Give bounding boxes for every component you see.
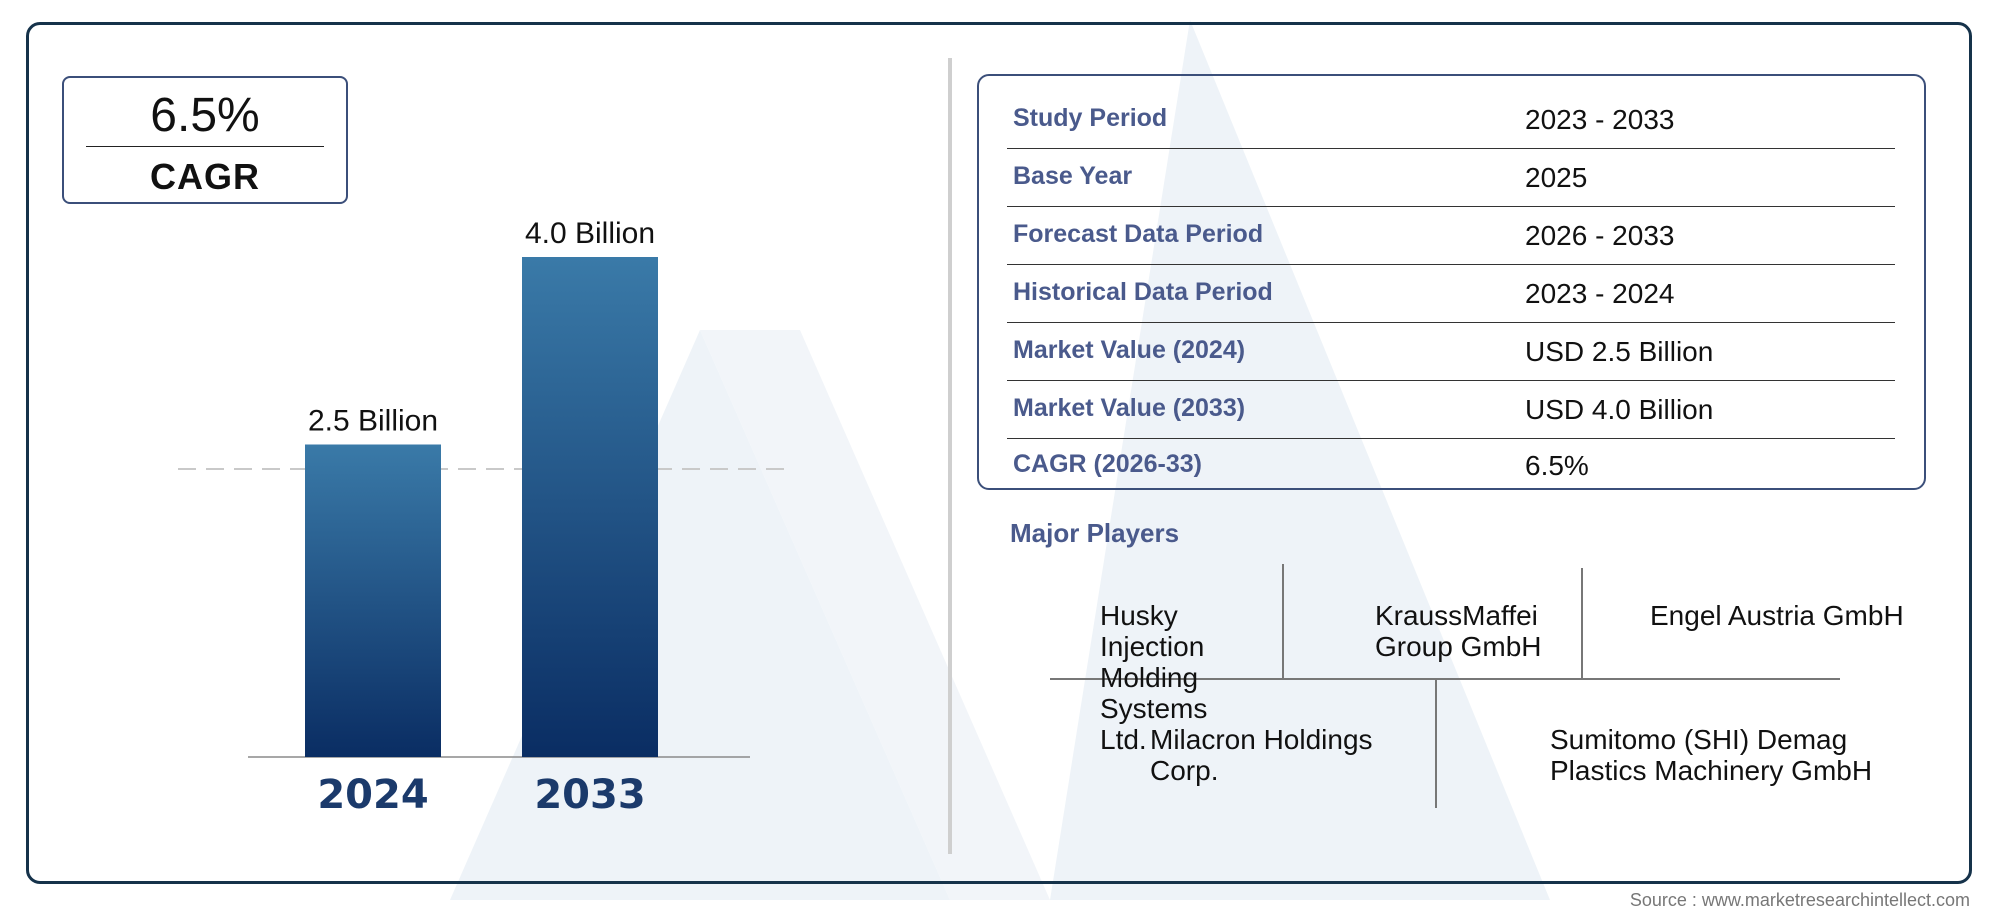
- bar-value-label: 4.0 Billion: [525, 217, 655, 250]
- info-row-base-year: Base Year 2025: [1007, 148, 1895, 207]
- bar-2024: [305, 444, 441, 757]
- info-row-historical-period: Historical Data Period 2023 - 2024: [1007, 264, 1895, 323]
- info-value: 6.5%: [1525, 450, 1589, 481]
- cagr-label: CAGR: [150, 156, 260, 197]
- info-value: 2023 - 2024: [1525, 278, 1675, 309]
- info-key: Historical Data Period: [1013, 278, 1273, 306]
- info-row-market-value-2033: Market Value (2033) USD 4.0 Billion: [1007, 380, 1895, 439]
- info-key: CAGR (2026-33): [1013, 450, 1202, 478]
- bar-value-label: 2.5 Billion: [308, 405, 438, 438]
- info-key: Base Year: [1013, 162, 1133, 190]
- player-name: Husky Injection Molding Systems Ltd.: [1100, 600, 1208, 755]
- info-value: USD 2.5 Billion: [1525, 336, 1714, 367]
- info-row-market-value-2024: Market Value (2024) USD 2.5 Billion: [1007, 322, 1895, 381]
- info-row-cagr: CAGR (2026-33) 6.5%: [1007, 436, 1895, 494]
- info-key: Forecast Data Period: [1013, 220, 1264, 248]
- players-divider: [1581, 568, 1583, 678]
- player-name: Sumitomo (SHI) Demag Plastics Machinery …: [1550, 724, 1873, 786]
- source-credit: Source : www.marketresearchintellect.com: [1629, 890, 1970, 910]
- cagr-value: 6.5%: [150, 89, 260, 142]
- x-tick-label: 2024: [317, 772, 428, 818]
- players-divider: [1050, 678, 1840, 680]
- info-value: USD 4.0 Billion: [1525, 394, 1714, 425]
- info-value: 2023 - 2033: [1525, 104, 1675, 135]
- players-divider: [1282, 564, 1284, 678]
- player-name: Milacron Holdings Corp.: [1150, 724, 1373, 786]
- info-value: 2025: [1525, 162, 1588, 193]
- info-row-study-period: Study Period 2023 - 2033: [1007, 90, 1895, 149]
- panel-divider: [948, 58, 952, 854]
- info-key: Market Value (2033): [1013, 394, 1246, 422]
- info-key: Market Value (2024): [1013, 336, 1246, 364]
- market-info-table: Study Period 2023 - 2033 Base Year 2025 …: [977, 74, 1926, 490]
- players-divider: [1435, 678, 1437, 808]
- bar-chart: 2.5 Billion 2024 4.0 Billion 2033: [178, 217, 790, 818]
- card-frame: [26, 22, 1972, 884]
- player-name: Engel Austria GmbH: [1650, 600, 1904, 631]
- info-value: 2026 - 2033: [1525, 220, 1675, 251]
- major-players-title: Major Players: [1010, 518, 1180, 548]
- cagr-badge: 6.5% CAGR: [62, 76, 348, 204]
- info-key: Study Period: [1013, 104, 1168, 132]
- x-tick-label: 2033: [534, 772, 645, 818]
- bar-2033: [522, 257, 658, 757]
- player-name: KraussMaffei Group GmbH: [1375, 600, 1542, 662]
- cagr-divider: [86, 146, 324, 147]
- info-row-forecast-period: Forecast Data Period 2026 - 2033: [1007, 206, 1895, 265]
